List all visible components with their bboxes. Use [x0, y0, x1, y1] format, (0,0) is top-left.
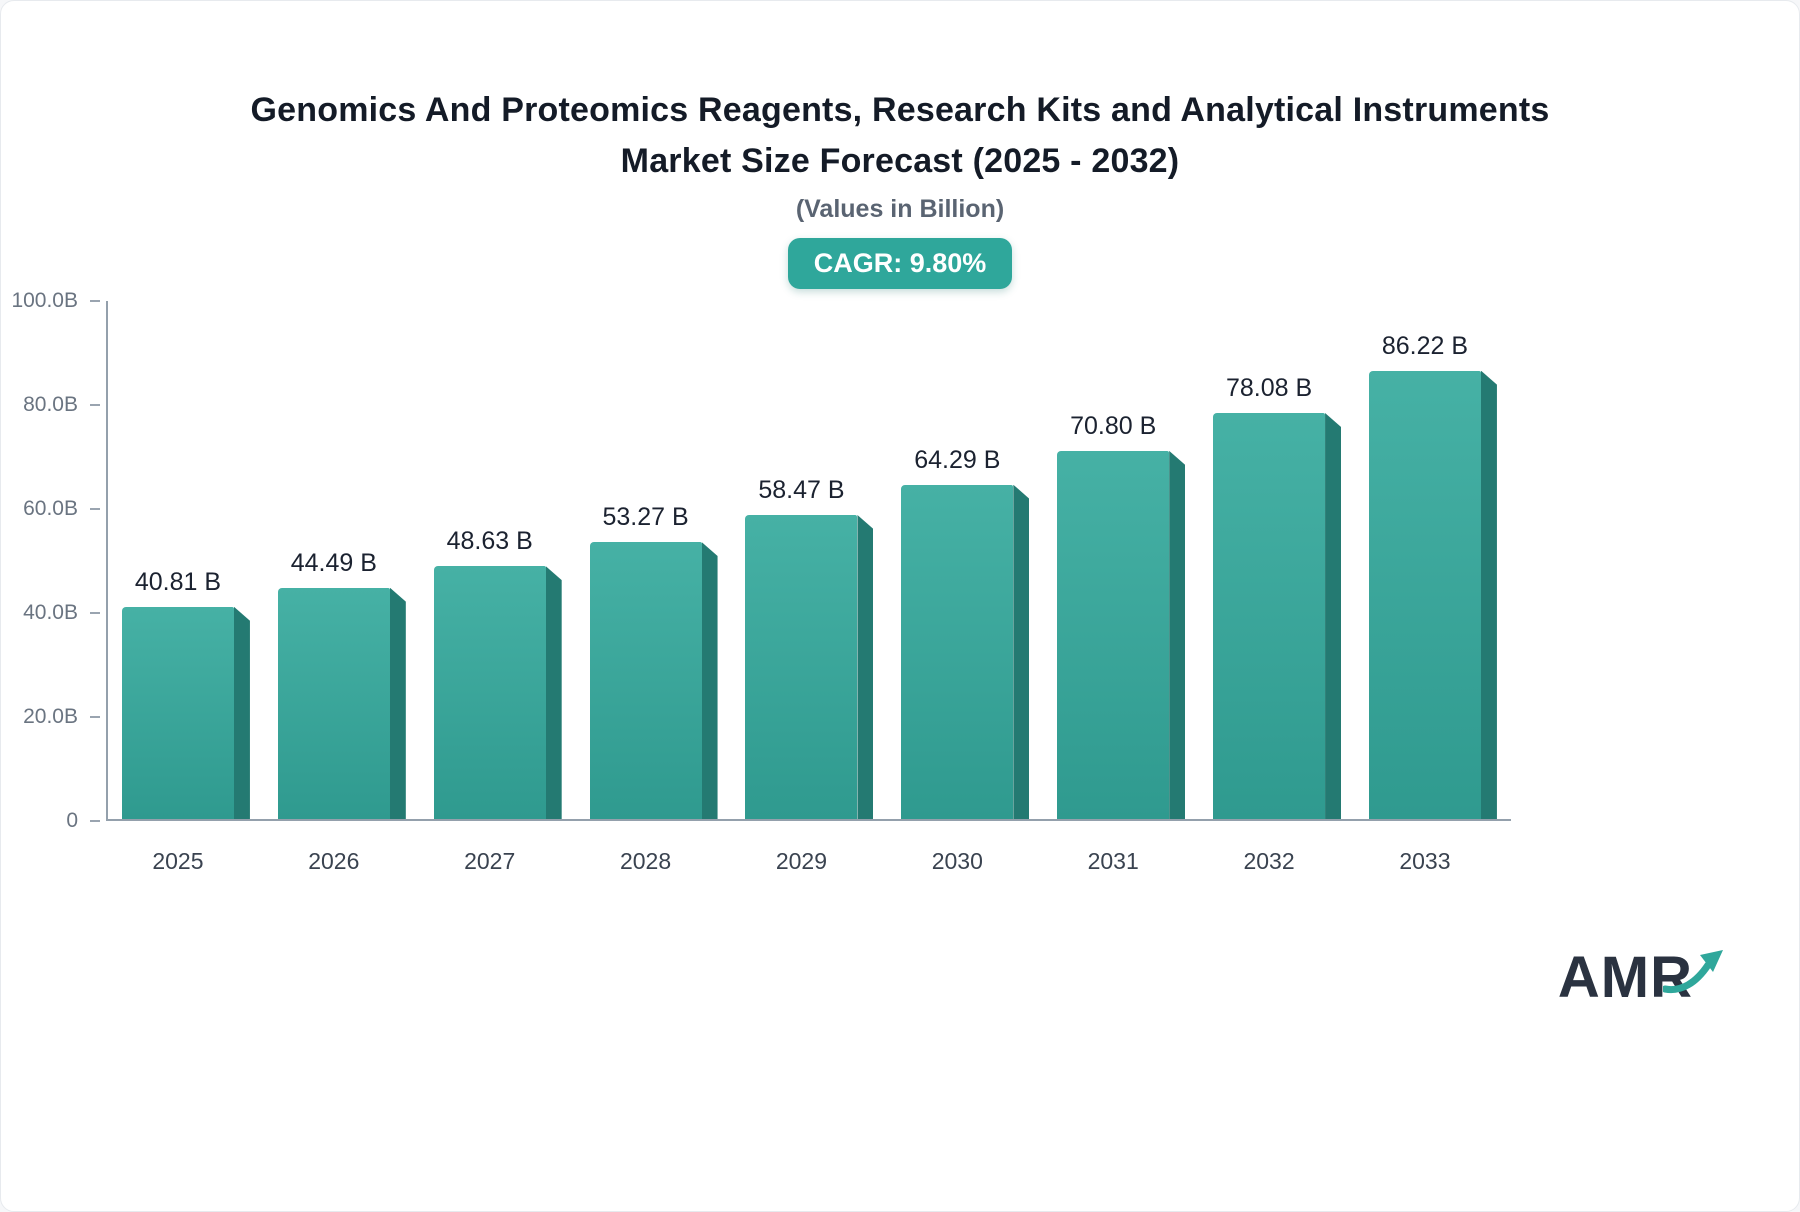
bar-front-face: [589, 542, 702, 819]
x-axis-label-2031: 2031: [1087, 848, 1139, 874]
x-axis-label-2032: 2032: [1243, 848, 1295, 874]
bar-2029: [745, 514, 874, 819]
bar-side-face: [701, 542, 718, 819]
bar-group-2026: 44.49 B 2026: [277, 548, 406, 874]
bar-front-face: [745, 514, 858, 819]
bar-value-label-2026: 44.49 B: [290, 548, 377, 577]
y-tick-label-40: 40.0B: [23, 601, 78, 624]
bar-side-face: [1169, 450, 1186, 819]
bar-side-face: [1480, 370, 1497, 819]
y-tick-label-80: 80.0B: [23, 393, 78, 416]
bar-side-face: [389, 587, 406, 819]
x-axis-label-2030: 2030: [931, 848, 983, 874]
amr-logo-text: AMR: [1557, 945, 1693, 1010]
amr-logo-arrow-icon: [1663, 949, 1723, 993]
bar-value-label-2032: 78.08 B: [1225, 373, 1313, 402]
bar-side-face: [857, 514, 874, 819]
bar-group-2027: 48.63 B 2027: [433, 527, 562, 874]
y-tick-mark-80: [90, 404, 100, 406]
bar-group-2029: 58.47 B 2029: [745, 475, 874, 874]
bar-2026: [277, 587, 406, 819]
x-axis-label-2033: 2033: [1399, 848, 1451, 874]
y-tick-label-20: 20.0B: [23, 705, 78, 728]
bar-front-face: [433, 566, 546, 819]
y-tick-mark-40: [90, 612, 100, 614]
bar-group-2030: 64.29 B 2030: [901, 445, 1030, 874]
bar-value-label-2033: 86.22 B: [1381, 331, 1469, 360]
x-axis-label-2027: 2027: [464, 848, 516, 874]
chart-header: Genomics And Proteomics Reagents, Resear…: [1, 1, 1799, 289]
bar-value-label-2025: 40.81 B: [134, 567, 222, 596]
bar-2028: [589, 542, 718, 819]
bar-front-face: [277, 587, 390, 819]
bar-2031: [1057, 450, 1186, 819]
bar-group-2033: 86.22 B 2033: [1368, 331, 1497, 874]
bar-side-face: [233, 606, 250, 819]
bar-front-face: [1213, 412, 1326, 819]
bar-group-2031: 70.80 B 2031: [1057, 411, 1186, 874]
bar-group-2025: 40.81 B 2025: [121, 567, 250, 874]
bar-front-face: [901, 484, 1014, 819]
chart-title-line2: Market Size Forecast (2025 - 2032): [620, 142, 1180, 180]
chart-subtitle: (Values in Billion): [795, 195, 1005, 223]
bar-front-face: [121, 606, 234, 819]
bar-2033: [1368, 370, 1497, 819]
amr-logo: AMR: [1558, 944, 1725, 1011]
bar-value-label-2030: 64.29 B: [914, 445, 1001, 474]
bar-front-face: [1057, 450, 1170, 819]
bar-front-face: [1368, 370, 1481, 819]
bar-2027: [433, 566, 562, 819]
x-axis-label-2028: 2028: [619, 848, 672, 874]
bar-side-face: [545, 566, 562, 819]
bar-2025: [121, 606, 250, 819]
bar-side-face: [1013, 484, 1030, 819]
cagr-badge: CAGR: 9.80%: [787, 238, 1013, 289]
bar-value-label-2028: 53.27 B: [602, 503, 689, 531]
bar-value-label-2027: 48.63 B: [446, 527, 533, 556]
plot-area: 40.81 B 2025 44.49 B 2026 48.63 B 2027 53.27 B…: [106, 301, 1511, 874]
y-tick-mark-0: [90, 820, 100, 822]
y-tick-mark-100: [90, 300, 100, 302]
y-tick-label-100: 100.0B: [11, 289, 78, 312]
y-tick-mark-60: [90, 508, 100, 510]
y-tick-label-60: 60.0B: [23, 497, 78, 520]
y-tick-mark-20: [90, 716, 100, 718]
bar-value-label-2029: 58.47 B: [758, 475, 845, 504]
bar-2030: [901, 484, 1030, 819]
y-tick-label-0: 0: [66, 809, 78, 832]
x-axis-label-2026: 2026: [308, 848, 360, 874]
bar-group-2032: 78.08 B 2032: [1213, 373, 1342, 874]
y-axis: 0 20.0B 40.0B 60.0B 80.0B 100.0B: [1, 289, 106, 832]
chart-title-line1: Genomics And Proteomics Reagents, Resear…: [250, 91, 1550, 129]
bars-container: 40.81 B 2025 44.49 B 2026 48.63 B 2027 53.27 B…: [108, 301, 1511, 874]
x-axis-label-2029: 2029: [775, 848, 828, 874]
bar-group-2028: 53.27 B 2028: [589, 503, 718, 874]
x-axis-label-2025: 2025: [152, 848, 204, 874]
bar-chart: 0 20.0B 40.0B 60.0B 80.0B 100.0B 40.81 B 2025 4…: [1, 289, 1799, 911]
bar-side-face: [1325, 412, 1342, 819]
bar-2032: [1213, 412, 1342, 819]
bar-value-label-2031: 70.80 B: [1070, 411, 1157, 440]
